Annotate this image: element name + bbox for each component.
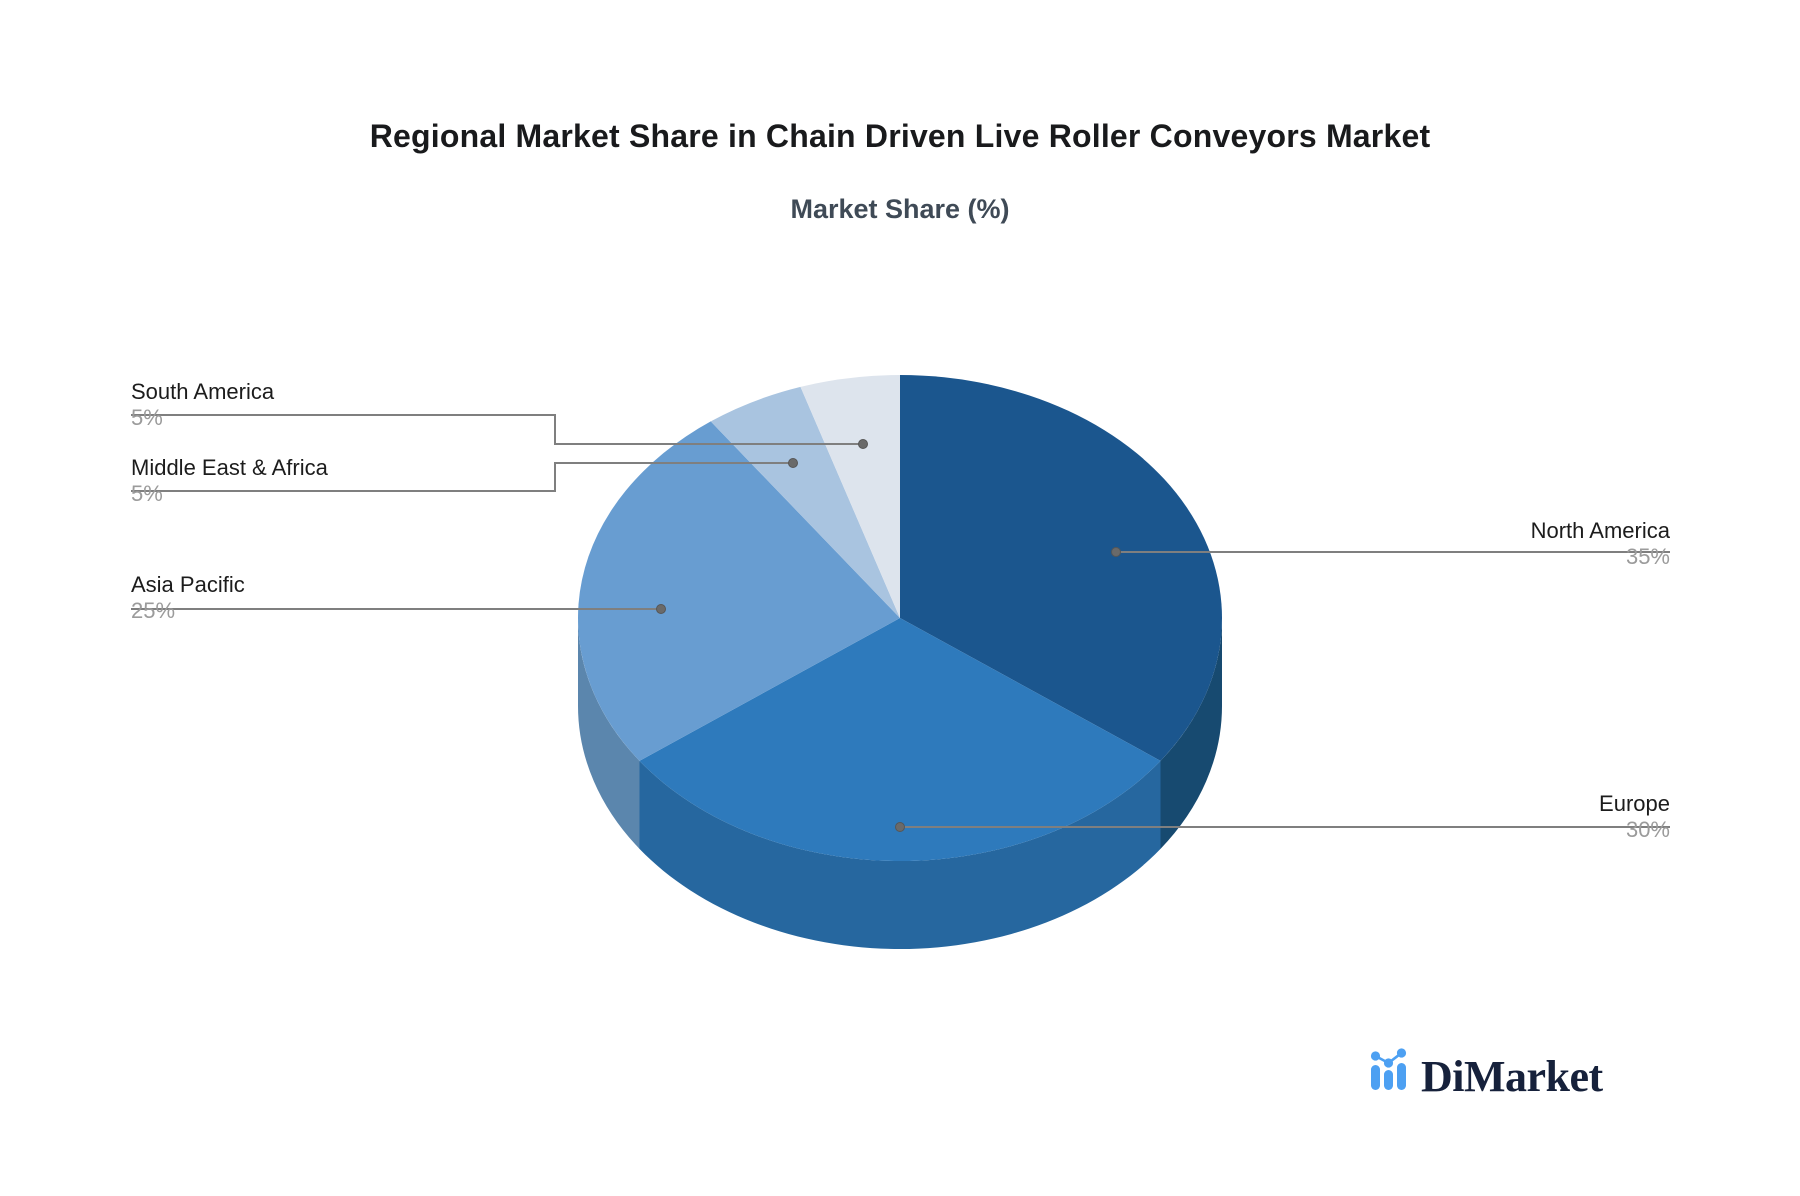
- callout-middle-east-africa: Middle East & Africa 5%: [131, 455, 328, 507]
- callout-value: 25%: [131, 598, 176, 623]
- leader-line-south-america: [131, 414, 863, 445]
- pie-slice-south-america[interactable]: [800, 375, 900, 618]
- leader-dot-south-america: [858, 439, 868, 449]
- chart-title: Regional Market Share in Chain Driven Li…: [369, 118, 1431, 154]
- callout-value: 35%: [1625, 544, 1670, 569]
- leader-line-middle-east-africa: [131, 462, 793, 492]
- callout-label: North America: [1530, 518, 1670, 543]
- callout-south-america: South America 5%: [131, 379, 274, 431]
- callout-label: Asia Pacific: [131, 572, 245, 597]
- pie-slice-side-europe: [639, 760, 1161, 949]
- callout-north-america: North America 35%: [1531, 518, 1670, 570]
- dimarket-logo: DiMarket: [1368, 1038, 1603, 1099]
- logo-text: DiMarket: [1421, 1052, 1603, 1101]
- callout-label: Middle East & Africa: [131, 455, 328, 480]
- pie-slice-asia-pacific[interactable]: [578, 421, 900, 761]
- pie-slice-side-asia-pacific: [578, 618, 640, 849]
- callout-value: 5%: [131, 481, 163, 506]
- callout-label: South America: [131, 379, 275, 404]
- pie-slice-europe[interactable]: [639, 618, 1161, 861]
- callout-europe: Europe 30%: [1599, 791, 1670, 843]
- callout-asia-pacific: Asia Pacific 25%: [131, 572, 245, 624]
- callout-value: 30%: [1625, 817, 1670, 842]
- callout-value: 5%: [131, 405, 163, 430]
- pie-slice-side-north-america: [1160, 618, 1222, 849]
- bar-line-chart-icon: [1370, 1048, 1407, 1090]
- leader-dot-middle-east-africa: [788, 458, 798, 468]
- pie-slice-north-america[interactable]: [900, 375, 1222, 761]
- chart-subtitle: Market Share (%): [790, 194, 1010, 224]
- callout-label: Europe: [1599, 791, 1670, 816]
- leader-dot-north-america: [1111, 547, 1121, 557]
- leader-dot-europe: [895, 822, 905, 832]
- leader-dot-asia-pacific: [656, 604, 666, 614]
